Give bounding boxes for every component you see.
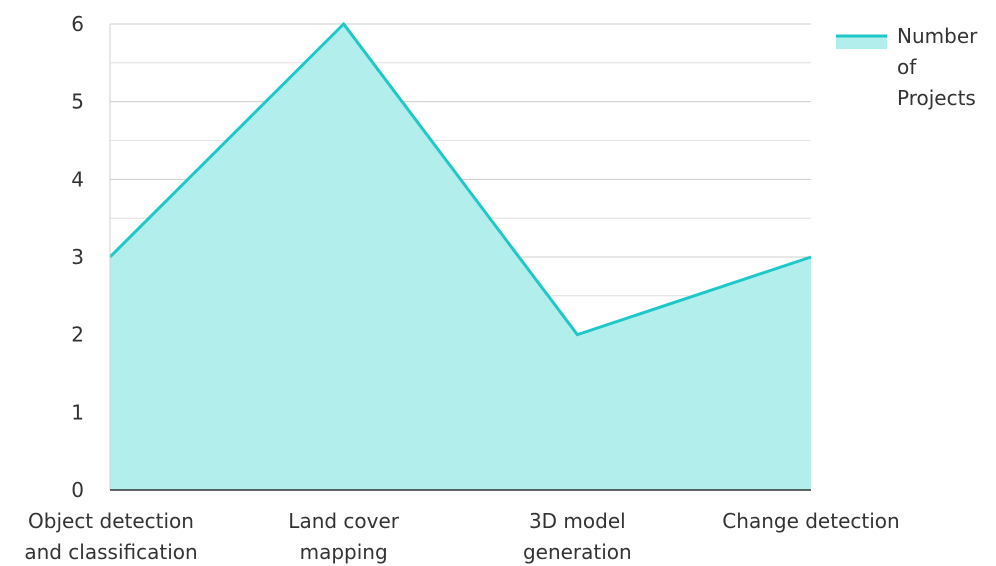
y-tick-label: 2 [71,323,84,347]
y-tick-label: 0 [71,478,84,502]
x-tick-label: Land cover mapping [288,509,400,564]
x-tick-label: 3D model generation [523,509,632,564]
y-tick-label: 3 [71,245,84,269]
x-tick-label: Change detection [722,509,899,533]
y-tick-label: 6 [71,12,84,36]
x-tick-label: Object detection and classification [24,509,197,564]
legend-swatch-fill [836,36,887,49]
y-tick-label: 4 [71,167,84,191]
plot-area [108,21,812,490]
axes: 0 1 2 3 4 5 6 Object detection and classificatio… [24,12,899,564]
series-area-fill [110,24,811,490]
series-line[interactable] [108,21,812,337]
y-tick-label: 1 [71,400,84,424]
y-tick-label: 5 [71,90,84,114]
legend-label: Number of Projects [897,24,978,110]
legend[interactable]: Number of Projects [836,24,978,110]
